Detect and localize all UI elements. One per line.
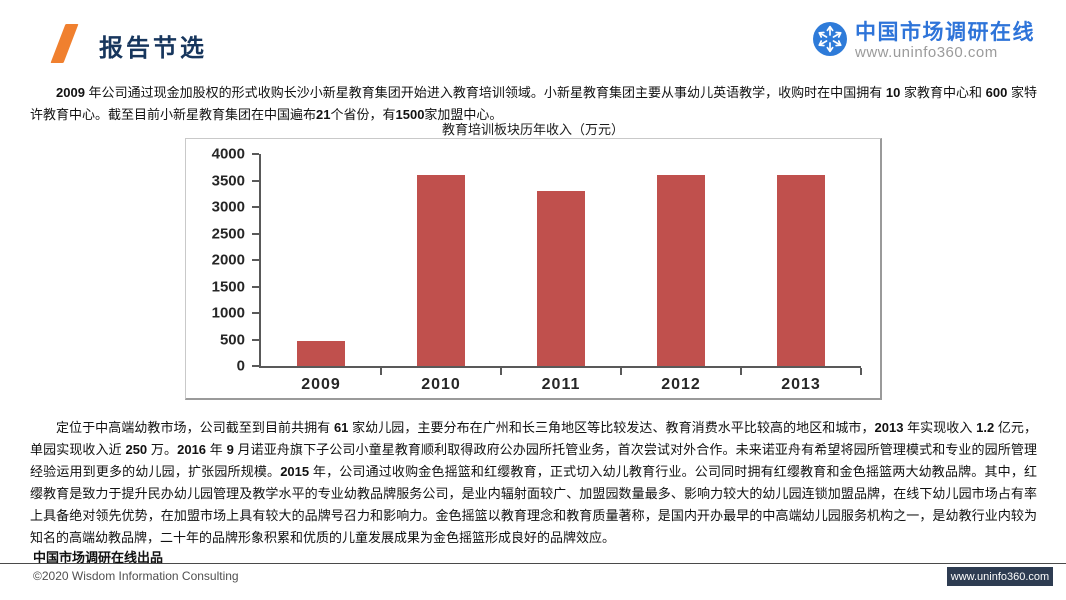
y-tick-mark xyxy=(252,232,259,235)
y-tick-label: 0 xyxy=(236,357,245,375)
y-tick-label: 3000 xyxy=(211,198,245,216)
plot-area: 2009 2010 2011 2012 2013 0 500 1000 1500 2000 250… xyxy=(212,147,862,393)
y-tick-label: 500 xyxy=(219,331,245,348)
y-tick-mark xyxy=(252,285,259,288)
bar-2010 xyxy=(417,175,465,366)
brand-name: 中国市场调研在线 xyxy=(855,21,1035,44)
paragraph-kindergarten: 定位于中高端幼教市场，公司截至到目前共拥有 61 家幼儿园，主要分布在广州和长三… xyxy=(30,420,1037,545)
brand-snowflake-icon xyxy=(812,21,848,57)
footer-divider xyxy=(0,563,1066,564)
y-tick-mark xyxy=(252,206,259,208)
bar-slot xyxy=(621,154,741,366)
y-tick-label: 4000 xyxy=(211,145,245,163)
bar-slot xyxy=(741,154,861,366)
x-tick-mark xyxy=(860,368,862,375)
y-tick-label: 1500 xyxy=(211,278,245,295)
x-tick-mark xyxy=(620,368,622,375)
y-tick-mark xyxy=(252,312,259,314)
footer-producer: 中国市场调研在线出品 xyxy=(33,550,164,565)
paragraph-acquisition: 2009 年公司通过现金加股权的形式收购长沙小新星教育集团开始进入教育培训领域。… xyxy=(30,85,1037,122)
y-tick-label: 2500 xyxy=(211,225,245,242)
x-tick-mark xyxy=(380,368,382,375)
y-tick-label: 2000 xyxy=(211,251,245,269)
bar-slot xyxy=(261,154,381,366)
x-tick-label: 2011 xyxy=(541,376,581,393)
revenue-bar-chart: 2009 2010 2011 2012 2013 0 500 1000 1500 2000 250… xyxy=(185,138,882,400)
bars xyxy=(261,154,861,366)
y-tick-label: 3500 xyxy=(211,172,245,189)
x-tick-label: 2012 xyxy=(661,376,701,393)
bar-2011 xyxy=(537,190,585,366)
page-title: 报告节选 xyxy=(99,35,207,62)
y-tick-label: 1000 xyxy=(211,304,245,322)
y-tick-mark xyxy=(252,365,259,367)
bar-slot xyxy=(501,154,621,366)
x-tick-mark xyxy=(740,368,742,375)
x-tick-mark xyxy=(500,368,502,375)
brand-text: 中国市场调研在线 www.uninfo360.com xyxy=(855,21,1035,61)
bar-slot xyxy=(381,154,501,366)
bar-2009 xyxy=(297,341,345,366)
brand-url[interactable]: www.uninfo360.com xyxy=(855,44,998,61)
y-tick-mark xyxy=(252,338,259,341)
chart-title: 教育培训板块历年收入（万元） xyxy=(441,122,624,137)
brand-logo[interactable]: 中国市场调研在线 www.uninfo360.com xyxy=(812,21,1035,61)
x-axis-labels: 2009 2010 2011 2012 2013 xyxy=(261,376,861,394)
x-tick-label: 2010 xyxy=(421,376,461,393)
bar-2013 xyxy=(777,175,825,366)
footer-copyright: ©2020 Wisdom Information Consulting xyxy=(33,569,239,583)
x-tick-label: 2013 xyxy=(781,376,821,393)
bar-2012 xyxy=(657,175,705,366)
footer-site-link[interactable]: www.uninfo360.com xyxy=(947,567,1053,586)
y-tick-mark xyxy=(252,259,259,261)
y-tick-mark xyxy=(252,153,259,155)
y-tick-mark xyxy=(252,179,259,182)
x-tick-label: 2009 xyxy=(301,376,341,393)
accent-slash xyxy=(50,24,79,63)
